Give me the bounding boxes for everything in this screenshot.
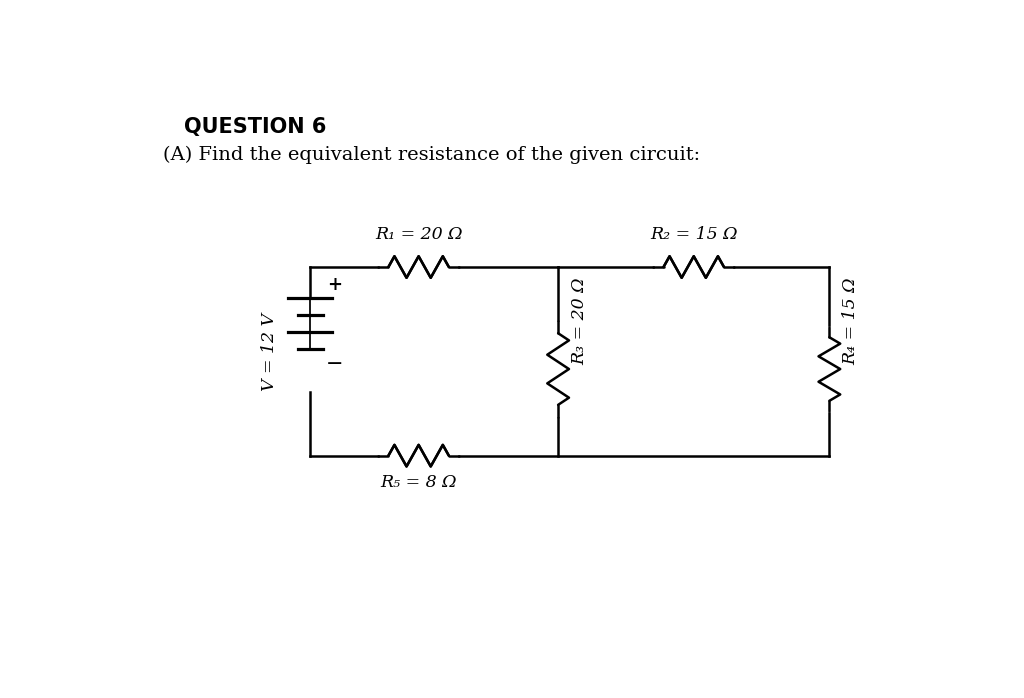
Text: V = 12 V: V = 12 V [261, 313, 279, 391]
Text: QUESTION 6: QUESTION 6 [183, 117, 327, 137]
Text: R₂ = 15 Ω: R₂ = 15 Ω [650, 226, 737, 243]
Text: −: − [327, 355, 344, 374]
Text: +: + [328, 276, 342, 294]
Text: R₁ = 20 Ω: R₁ = 20 Ω [375, 226, 463, 243]
Text: R₄ = 15 Ω: R₄ = 15 Ω [843, 278, 859, 365]
Text: R₅ = 8 Ω: R₅ = 8 Ω [380, 474, 457, 491]
Text: (A) Find the equivalent resistance of the given circuit:: (A) Find the equivalent resistance of th… [163, 145, 700, 163]
Text: R₃ = 20 Ω: R₃ = 20 Ω [571, 278, 589, 365]
